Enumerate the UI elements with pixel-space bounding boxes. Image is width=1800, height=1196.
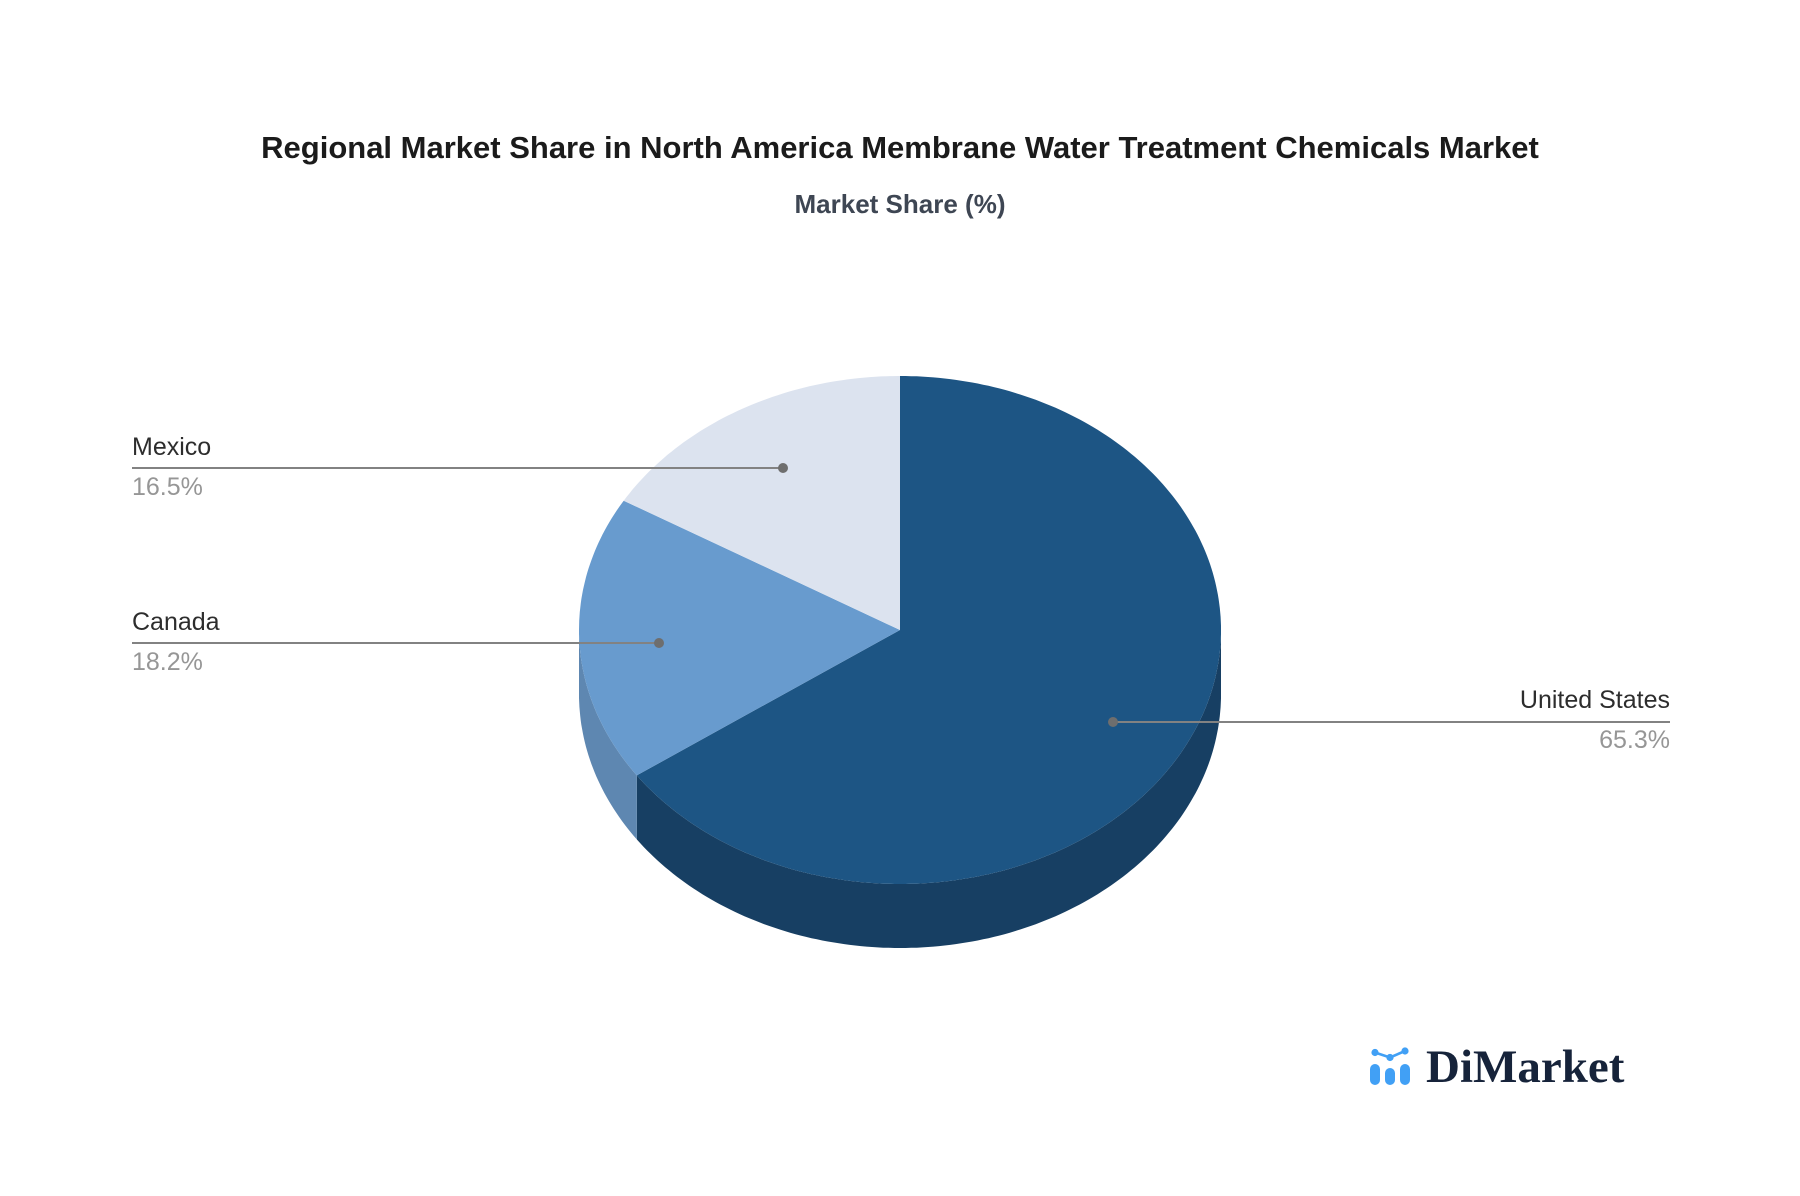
pie-slice-side-united-states (636, 630, 1221, 948)
slice-label-mexico: Mexico 16.5% (132, 433, 211, 502)
chart-title: Regional Market Share in North America M… (261, 130, 1539, 165)
dimarket-logo-text: DiMarket (1426, 1041, 1625, 1093)
pie-slice-canada[interactable] (579, 500, 900, 776)
pie-slice-united-states[interactable] (636, 376, 1221, 884)
slice-label-value: 18.2% (132, 648, 203, 676)
dimarket-logo: DiMarket (1368, 1041, 1625, 1094)
pie-slice-mexico[interactable] (623, 376, 900, 630)
slice-label-value: 65.3% (1599, 726, 1670, 754)
slice-label-value: 16.5% (132, 473, 203, 501)
slice-label-name: Mexico (132, 433, 212, 461)
leader-dot-united-states (1108, 717, 1118, 727)
chart-subtitle: Market Share (%) (794, 189, 1006, 219)
slice-label-name: Canada (132, 608, 220, 636)
slice-label-canada: Canada 18.2% (132, 608, 220, 677)
dimarket-logo-icon (1370, 1047, 1410, 1085)
pie-slice-side-canada (579, 630, 637, 840)
leader-dot-canada (654, 638, 664, 648)
slice-label-united-states: United States 65.3% (1520, 686, 1670, 755)
leader-dot-mexico (778, 463, 788, 473)
slice-label-name: United States (1519, 686, 1670, 714)
